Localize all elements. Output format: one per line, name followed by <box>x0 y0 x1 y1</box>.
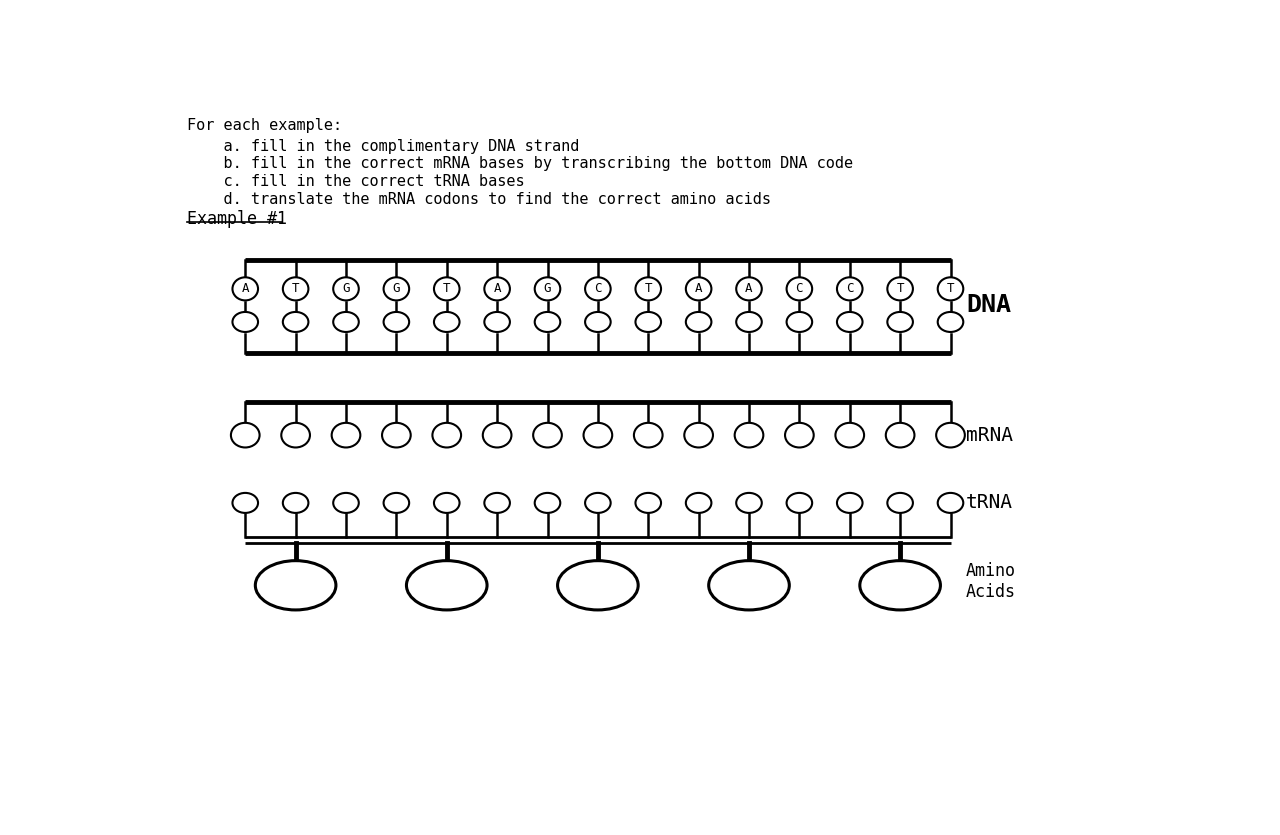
Text: C: C <box>796 282 803 296</box>
Text: A: A <box>695 282 703 296</box>
Text: T: T <box>292 282 300 296</box>
Text: mRNA: mRNA <box>966 426 1012 445</box>
Text: T: T <box>896 282 904 296</box>
Text: Example #1: Example #1 <box>187 210 287 228</box>
Text: C: C <box>594 282 602 296</box>
Text: T: T <box>645 282 652 296</box>
Text: G: G <box>342 282 349 296</box>
Text: DNA: DNA <box>966 293 1011 317</box>
Text: a. fill in the complimentary DNA strand: a. fill in the complimentary DNA strand <box>187 139 580 154</box>
Text: For each example:: For each example: <box>187 118 342 133</box>
Text: T: T <box>443 282 451 296</box>
Text: b. fill in the correct mRNA bases by transcribing the bottom DNA code: b. fill in the correct mRNA bases by tra… <box>187 156 854 171</box>
Text: c. fill in the correct tRNA bases: c. fill in the correct tRNA bases <box>187 175 525 189</box>
Text: T: T <box>947 282 955 296</box>
Text: A: A <box>242 282 250 296</box>
Text: G: G <box>393 282 401 296</box>
Text: tRNA: tRNA <box>966 493 1012 513</box>
Text: d. translate the mRNA codons to find the correct amino acids: d. translate the mRNA codons to find the… <box>187 192 771 207</box>
Text: C: C <box>846 282 854 296</box>
Text: Amino
Acids: Amino Acids <box>966 562 1016 601</box>
Text: A: A <box>745 282 753 296</box>
Text: G: G <box>544 282 552 296</box>
Text: A: A <box>493 282 500 296</box>
